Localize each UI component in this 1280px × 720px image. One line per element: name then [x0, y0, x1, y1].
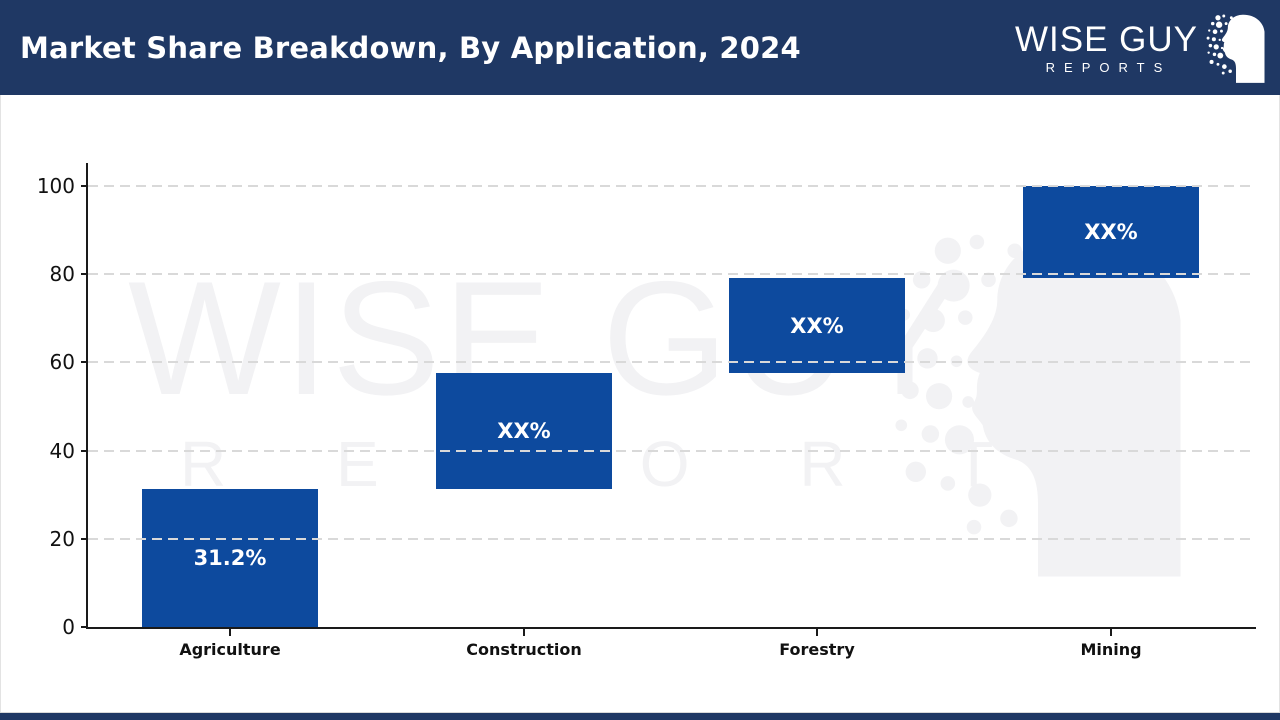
bar-agriculture: 31.2%: [142, 489, 318, 627]
gridline-80: [88, 273, 1256, 276]
bar-value-label: 31.2%: [193, 546, 267, 571]
bar-value-label: XX%: [790, 313, 844, 338]
y-tick-label-0: 0: [62, 615, 75, 639]
y-tick-mark-40: [81, 449, 88, 452]
y-axis-line: [86, 163, 88, 629]
logo-subtext: REPORTS: [1045, 59, 1172, 75]
chart-title: Market Share Breakdown, By Application, …: [20, 30, 801, 65]
x-axis-label-agriculture: Agriculture: [179, 640, 281, 659]
logo-face-icon: [1206, 14, 1265, 83]
x-tick-mark-agriculture: [229, 629, 231, 636]
y-tick-mark-0: [81, 626, 88, 628]
watermark-face-icon: [891, 234, 1181, 577]
header-bar: Market Share Breakdown, By Application, …: [0, 0, 1280, 95]
y-tick-label-100: 100: [36, 174, 75, 198]
x-tick-mark-forestry: [816, 629, 818, 636]
bar-value-label: XX%: [497, 419, 551, 444]
y-tick-label-20: 20: [49, 526, 75, 551]
y-tick-mark-100: [81, 185, 88, 187]
y-tick-mark-80: [81, 273, 88, 276]
x-axis-line: [86, 627, 1256, 629]
x-tick-mark-mining: [1110, 629, 1112, 636]
y-tick-mark-60: [81, 361, 88, 364]
x-axis-label-mining: Mining: [1080, 640, 1142, 659]
gridline-20: [88, 537, 1256, 540]
bar-forestry: XX%: [729, 277, 905, 374]
footer-bar: [0, 713, 1280, 720]
gridline-40: [88, 449, 1256, 452]
bar-construction: XX%: [436, 373, 612, 490]
y-tick-label-40: 40: [49, 438, 75, 463]
bar-mining: XX%: [1023, 186, 1199, 278]
x-axis-label-forestry: Forestry: [779, 640, 855, 659]
bar-value-label: XX%: [1084, 219, 1138, 244]
gridline-100: [88, 185, 1256, 187]
y-tick-label-60: 60: [49, 350, 75, 375]
y-tick-label-80: 80: [49, 262, 75, 287]
gridline-60: [88, 361, 1256, 364]
y-tick-mark-20: [81, 537, 88, 540]
x-axis-label-construction: Construction: [466, 640, 582, 659]
footer-hairline: [0, 712, 1280, 713]
wise-guy-logo: WISE GUY REPORTS: [1015, 6, 1268, 90]
logo-wordmark: WISE GUY: [1014, 19, 1198, 59]
x-tick-mark-construction: [523, 629, 525, 636]
